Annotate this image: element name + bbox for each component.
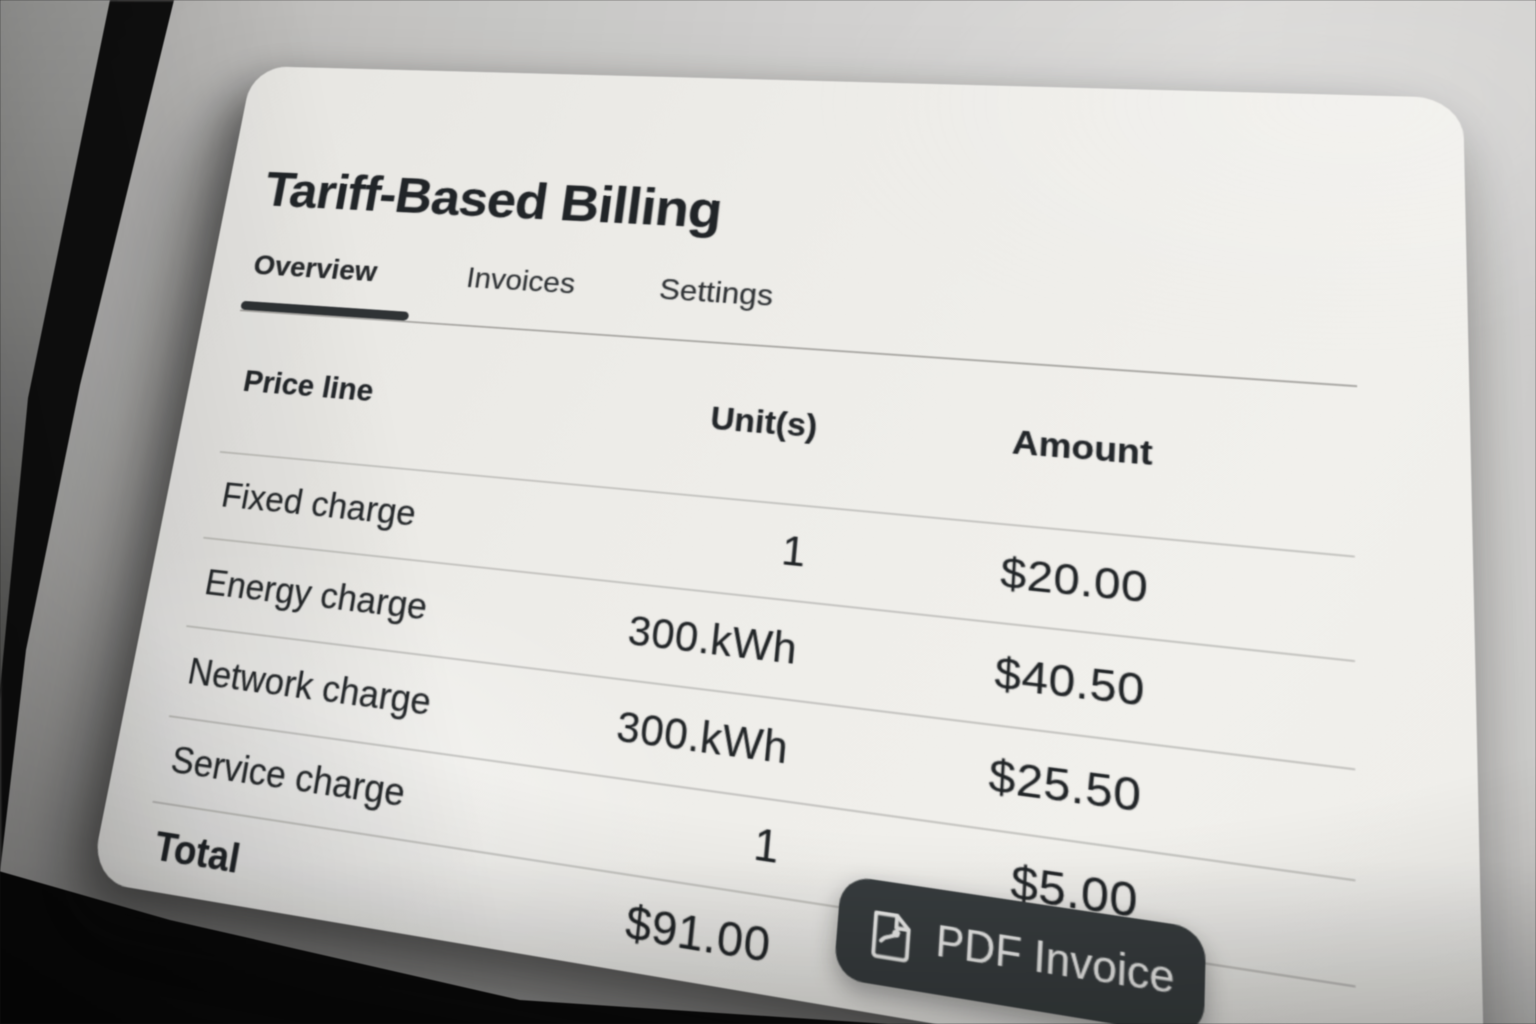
column-header-units: Unit(s)	[518, 385, 819, 445]
billing-card: Tariff-Based Billing Overview Invoices S…	[90, 66, 1485, 1024]
tab-overview[interactable]: Overview	[251, 249, 380, 288]
row-amount: $40.50	[802, 626, 1145, 716]
column-header-amount: Amount	[823, 409, 1153, 474]
row-units: 1	[500, 501, 808, 576]
row-units: 300.kWh	[487, 592, 799, 674]
row-units: 300.kWh	[473, 685, 790, 774]
photographed-screen: Tariff-Based Billing Overview Invoices S…	[0, 0, 1536, 1024]
pdf-invoice-button-label: PDF Invoice	[934, 916, 1175, 1004]
pdf-document-icon	[863, 903, 920, 966]
row-amount: $20.00	[811, 529, 1149, 612]
tab-invoices[interactable]: Invoices	[464, 261, 577, 301]
tab-settings[interactable]: Settings	[657, 272, 774, 313]
billing-card-projection: Tariff-Based Billing Overview Invoices S…	[90, 66, 1485, 1024]
page-title: Tariff-Based Billing	[260, 161, 725, 240]
